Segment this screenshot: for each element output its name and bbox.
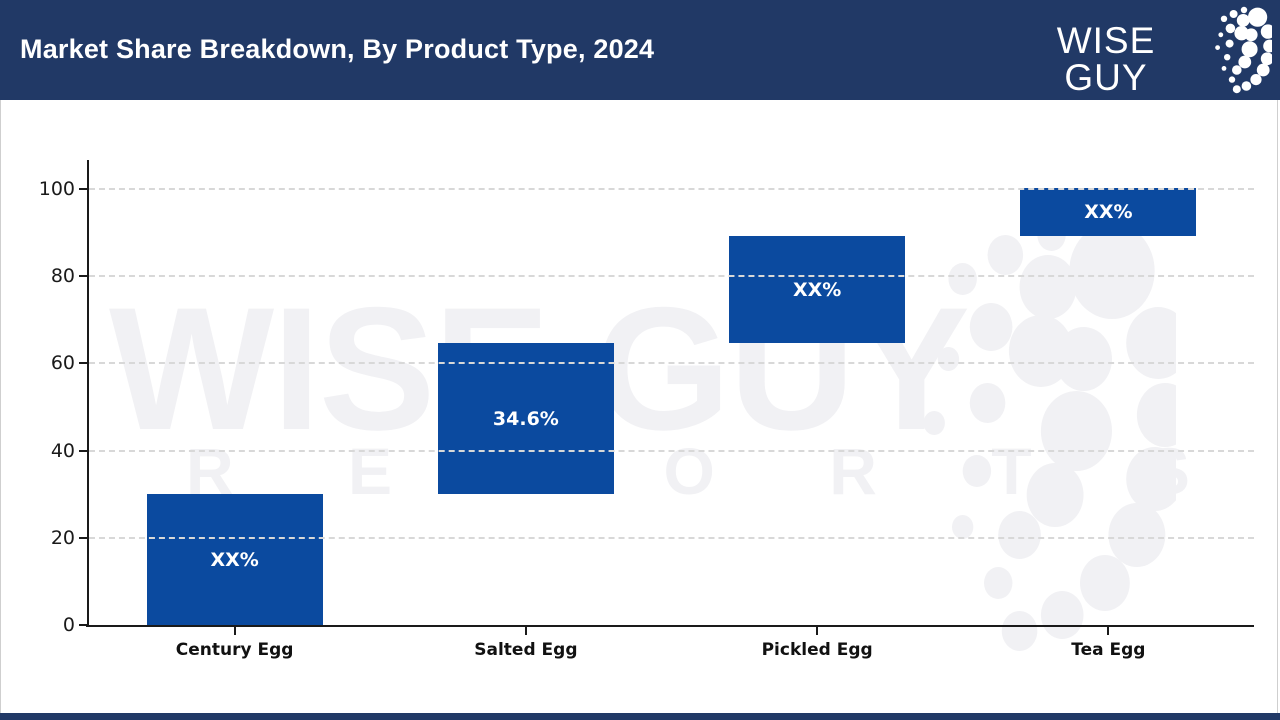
y-tick-mark-60	[79, 362, 87, 365]
header: Market Share Breakdown, By Product Type,…	[0, 0, 1280, 114]
x-tick-mark	[524, 627, 527, 635]
y-tick-mark-80	[79, 275, 87, 278]
bar-value-label: XX%	[210, 548, 259, 571]
bar-tea-egg	[1020, 188, 1197, 237]
logo-wordmark-line1: WISE GUY	[1056, 20, 1156, 98]
y-tick-mark-0	[79, 624, 87, 626]
y-tick-label-100: 100	[38, 178, 75, 200]
page-title: Market Share Breakdown, By Product Type,…	[20, 34, 655, 64]
gridline-y-80	[89, 275, 1254, 278]
x-category-label: Salted Egg	[474, 640, 578, 660]
gridline-y-20	[89, 536, 1254, 539]
chart-area: WISE GUY R E P O R T S 0 20 40 60 80 100 XX% Ce…	[0, 100, 1278, 713]
watermark-head-icon	[923, 219, 1176, 651]
y-tick-mark-100	[79, 188, 87, 190]
plot: 0 20 40 60 80 100 XX% Century Egg 34.6% Salted Eg…	[39, 160, 1254, 660]
x-axis-line	[86, 625, 1254, 627]
footer-bar	[0, 713, 1280, 720]
y-tick-label-40: 40	[50, 439, 75, 462]
x-tick-mark	[233, 627, 236, 635]
gridline-y-40	[89, 449, 1254, 452]
bar-salted-egg	[437, 343, 614, 495]
bar-value-label: 34.6%	[492, 407, 559, 430]
x-tick-mark	[816, 627, 819, 635]
gridline-y-100	[89, 188, 1254, 190]
x-category-label: Tea Egg	[1071, 640, 1146, 660]
x-category-label: Century Egg	[175, 640, 294, 660]
gridline-y-60	[89, 362, 1254, 365]
bar-century-egg	[146, 494, 323, 625]
bar-value-label: XX%	[792, 278, 842, 301]
logo-head-icon	[1215, 6, 1272, 94]
bar-value-label: XX%	[1084, 201, 1133, 224]
y-tick-label-20: 20	[50, 526, 75, 549]
x-category-label: Pickled Egg	[761, 640, 873, 660]
x-tick-mark	[1107, 627, 1110, 635]
y-tick-label-60: 60	[50, 352, 75, 375]
y-tick-mark-40	[79, 449, 87, 452]
bar-pickled-egg	[729, 236, 906, 344]
watermark-text-line2: R E P O R T S	[186, 434, 1238, 508]
y-tick-label-0: 0	[62, 614, 75, 636]
y-tick-label-80: 80	[50, 265, 75, 288]
y-axis-line	[87, 160, 89, 627]
y-tick-mark-20	[79, 536, 87, 539]
